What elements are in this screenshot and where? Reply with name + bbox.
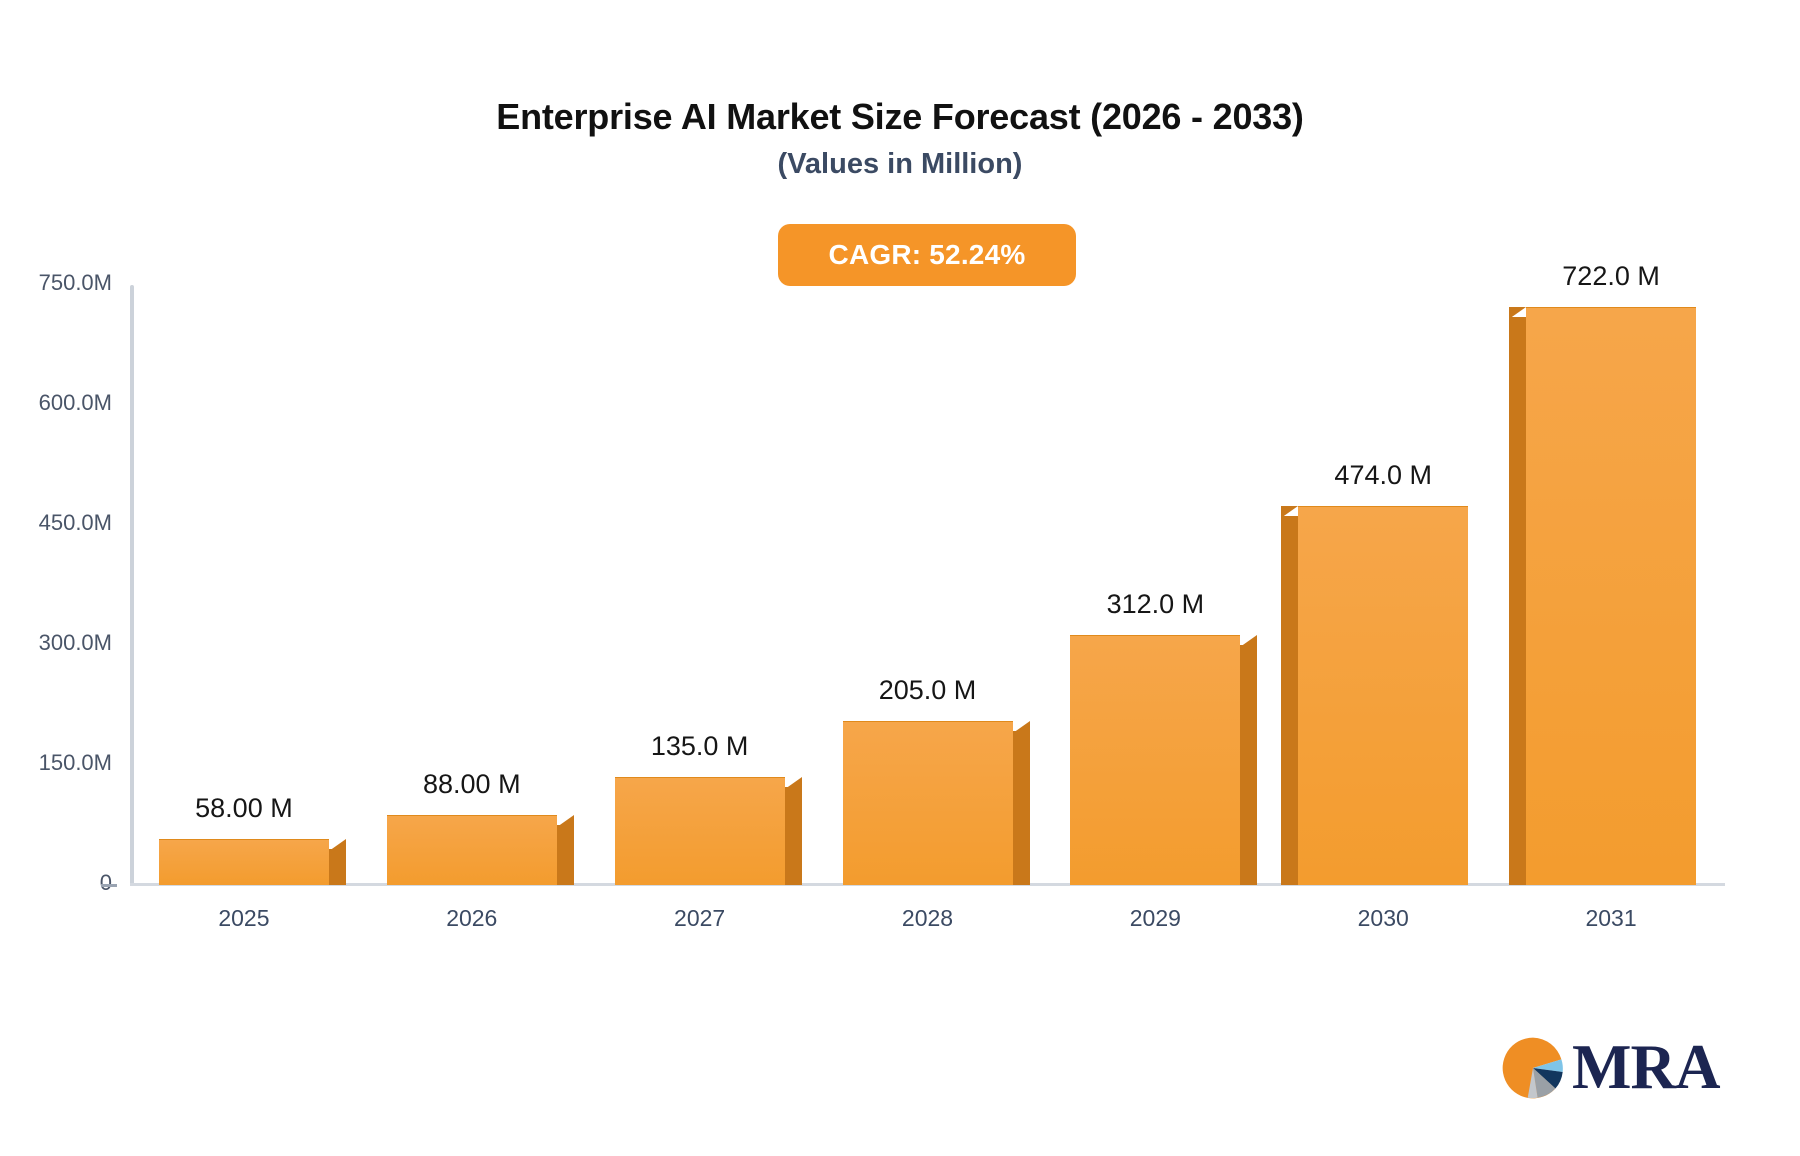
chart-subtitle: (Values in Million): [777, 148, 1023, 180]
bar-top-bevel: [1509, 307, 1527, 320]
pie-chart-icon: [1502, 1037, 1563, 1099]
bar-value-label: 312.0 M: [1106, 589, 1205, 620]
bar-front-face: [614, 777, 785, 885]
cagr-badge: CAGR: 52.24%: [778, 224, 1076, 286]
bar-top-bevel: [1281, 505, 1299, 518]
bar-side-face: [1012, 731, 1030, 885]
bar-top-bevel: [1012, 721, 1030, 733]
bar-front-face: [386, 814, 557, 885]
bar-side-face: [1240, 645, 1258, 885]
bar-top-bevel: [328, 838, 346, 851]
x-axis-tick-label: 2030: [1357, 905, 1409, 931]
bar-value-label: 88.00 M: [423, 768, 521, 799]
bar-front-face: [158, 838, 329, 885]
bar-front-face: [1526, 307, 1697, 885]
x-axis-tick-label: 2025: [218, 905, 270, 931]
y-axis-line: [130, 285, 134, 885]
bar-top-bevel: [1240, 635, 1258, 648]
bar[interactable]: [614, 777, 802, 885]
x-axis-tick-label: 2029: [1129, 905, 1181, 931]
x-axis-tick-label: 2027: [674, 905, 726, 931]
bar-side-face: [1281, 515, 1299, 885]
bar[interactable]: [386, 814, 574, 885]
bar-side-face: [1509, 317, 1527, 885]
bar[interactable]: [158, 838, 346, 885]
y-axis-tick-label: 300.0M: [38, 630, 112, 655]
bar-value-label: 474.0 M: [1334, 459, 1432, 490]
bar[interactable]: [1509, 307, 1697, 885]
bar-top-bevel: [556, 814, 574, 827]
logo: MRA: [1500, 1032, 1720, 1103]
bar[interactable]: [842, 721, 1030, 885]
bar-front-face: [842, 721, 1013, 885]
y-axis-tick-label: 600.0M: [38, 390, 112, 415]
y-axis-tick-label: 150.0M: [38, 750, 112, 775]
bar-front-face: [1298, 505, 1469, 885]
x-axis-tick-label: 2026: [446, 905, 498, 931]
y-axis-tick-label: 0: [99, 870, 112, 895]
bar-side-face: [328, 848, 346, 885]
bar-side-face: [556, 824, 574, 885]
bar-value-label: 205.0 M: [878, 675, 977, 705]
bar-value-label: 135.0 M: [650, 731, 749, 761]
bar[interactable]: [1070, 635, 1258, 885]
bar-value-label: 722.0 M: [1562, 261, 1660, 292]
y-axis-tick-mark: [101, 884, 117, 887]
y-axis-tick-label: 450.0M: [38, 510, 112, 535]
bar-value-label: 58.00 M: [195, 792, 293, 823]
bar-front-face: [1070, 635, 1241, 885]
y-axis-tick-label: 750.0M: [38, 270, 112, 295]
x-axis-tick-label: 2031: [1585, 905, 1637, 931]
bar-top-bevel: [784, 777, 802, 789]
bar[interactable]: [1281, 505, 1469, 885]
bar-side-face: [784, 787, 802, 885]
logo-text: MRA: [1572, 1032, 1720, 1103]
x-axis-tick-label: 2028: [901, 905, 954, 931]
chart-title: Enterprise AI Market Size Forecast (2026…: [496, 96, 1304, 137]
cagr-badge-label: CAGR: 52.24%: [828, 239, 1026, 270]
